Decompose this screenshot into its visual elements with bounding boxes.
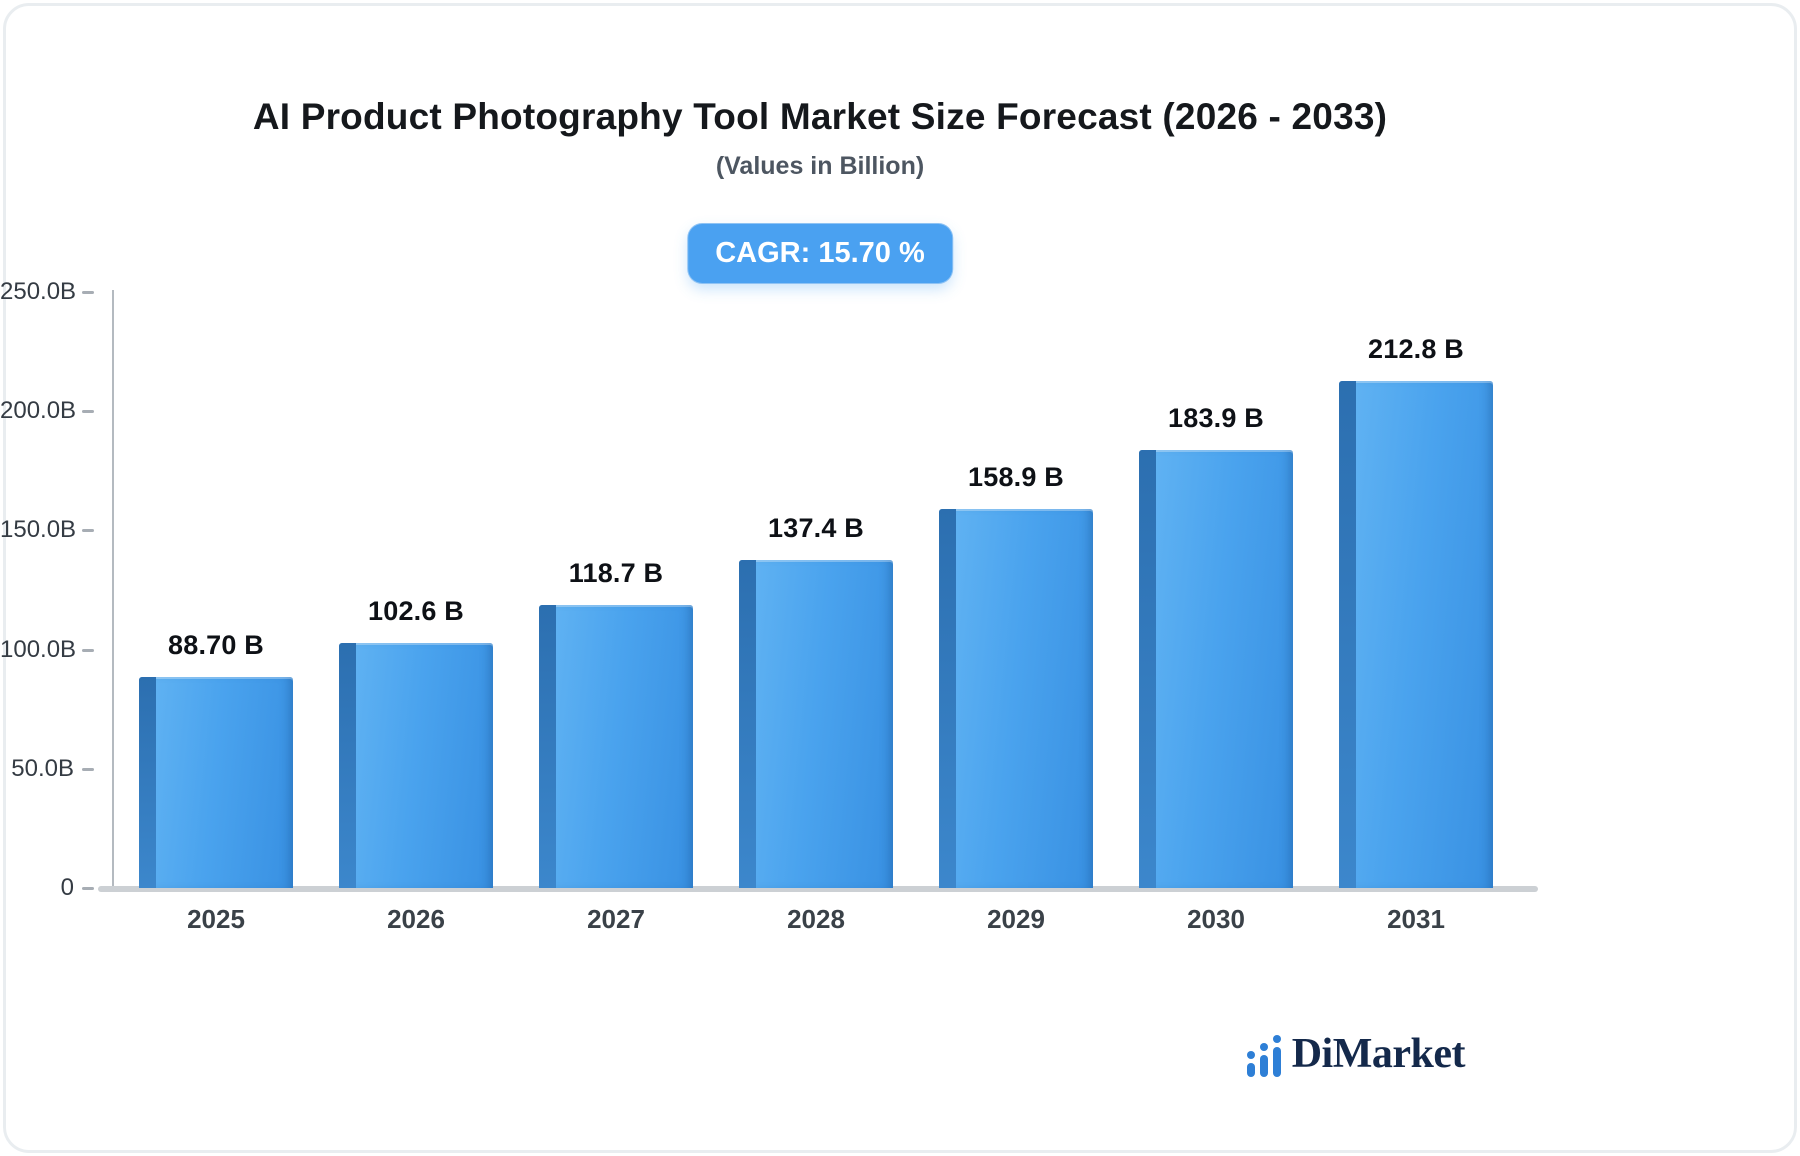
bar-value-label: 183.9 B (1168, 403, 1264, 433)
x-axis-label-2027: 2027 (587, 904, 645, 934)
bar-side-shade (739, 560, 756, 888)
x-axis-label-2026: 2026 (387, 904, 445, 934)
y-axis-tick-label: 50.0B (0, 755, 100, 783)
cagr-badge: CAGR: 15.70 % (688, 224, 952, 283)
x-axis-label-2029: 2029 (987, 904, 1045, 934)
bar-2026 (339, 643, 493, 888)
bar-2025 (139, 677, 293, 888)
bar-2030 (1139, 450, 1293, 888)
bar-side-shade (1339, 381, 1356, 888)
x-axis-label-2028: 2028 (787, 904, 845, 934)
x-axis-label-2030: 2030 (1187, 904, 1245, 934)
bar-side-shade (139, 677, 156, 888)
y-axis-tick-label: 200.0B (0, 397, 100, 425)
bar-side-shade (339, 643, 356, 888)
y-axis-tick-label: 150.0B (0, 516, 100, 544)
y-axis-tick-label: 250.0B (0, 278, 100, 306)
bar-value-label: 102.6 B (368, 596, 464, 626)
bar-2029 (939, 509, 1093, 888)
bar-value-label: 158.9 B (968, 462, 1064, 492)
brand-name: DiMarket (1291, 1031, 1466, 1077)
plot-area: 88.70 B 102.6 B 118.7 B 137.4 B 158.9 B 183.9… (116, 292, 1516, 888)
x-axis-label-2031: 2031 (1387, 904, 1445, 934)
x-axis-line (98, 886, 1538, 892)
bar-slot-2026: 102.6 B (316, 292, 516, 888)
chart-title: AI Product Photography Tool Market Size … (252, 96, 1388, 137)
bar-slot-2025: 88.70 B (116, 292, 316, 888)
bar-value-label: 118.7 B (568, 558, 664, 588)
y-axis: 250.0B 200.0B 150.0B 100.0B 50.0B 0 (0, 278, 100, 901)
bar-slot-2030: 183.9 B (1116, 292, 1316, 888)
bar-slot-2031: 212.8 B (1316, 292, 1516, 888)
bar-2027 (539, 605, 693, 888)
bar-2028 (739, 560, 893, 888)
bar-value-label: 212.8 B (1368, 334, 1464, 364)
brand-logo: DiMarket (1246, 1030, 1466, 1078)
y-axis-tick-label: 100.0B (0, 636, 100, 664)
bar-value-label: 137.4 B (768, 513, 864, 543)
bar-side-shade (939, 509, 956, 888)
bar-side-shade (539, 605, 556, 888)
x-axis-labels: 2025 2026 2027 2028 2029 2030 2031 (116, 904, 1516, 944)
y-axis-tick-label: 0 (0, 874, 100, 902)
bar-chart-logo-icon (1246, 1031, 1281, 1077)
bar-slot-2029: 158.9 B (916, 292, 1116, 888)
bar-2031 (1339, 381, 1493, 888)
x-axis-label-2025: 2025 (187, 904, 245, 934)
bar-side-shade (1139, 450, 1156, 888)
chart-header: AI Product Photography Tool Market Size … (10, 0, 1630, 181)
bar-value-label: 88.70 B (168, 630, 264, 660)
chart-subtitle: (Values in Billion) (715, 152, 925, 180)
y-axis-line (112, 290, 114, 889)
bar-slot-2028: 137.4 B (716, 292, 916, 888)
bar-slot-2027: 118.7 B (516, 292, 716, 888)
